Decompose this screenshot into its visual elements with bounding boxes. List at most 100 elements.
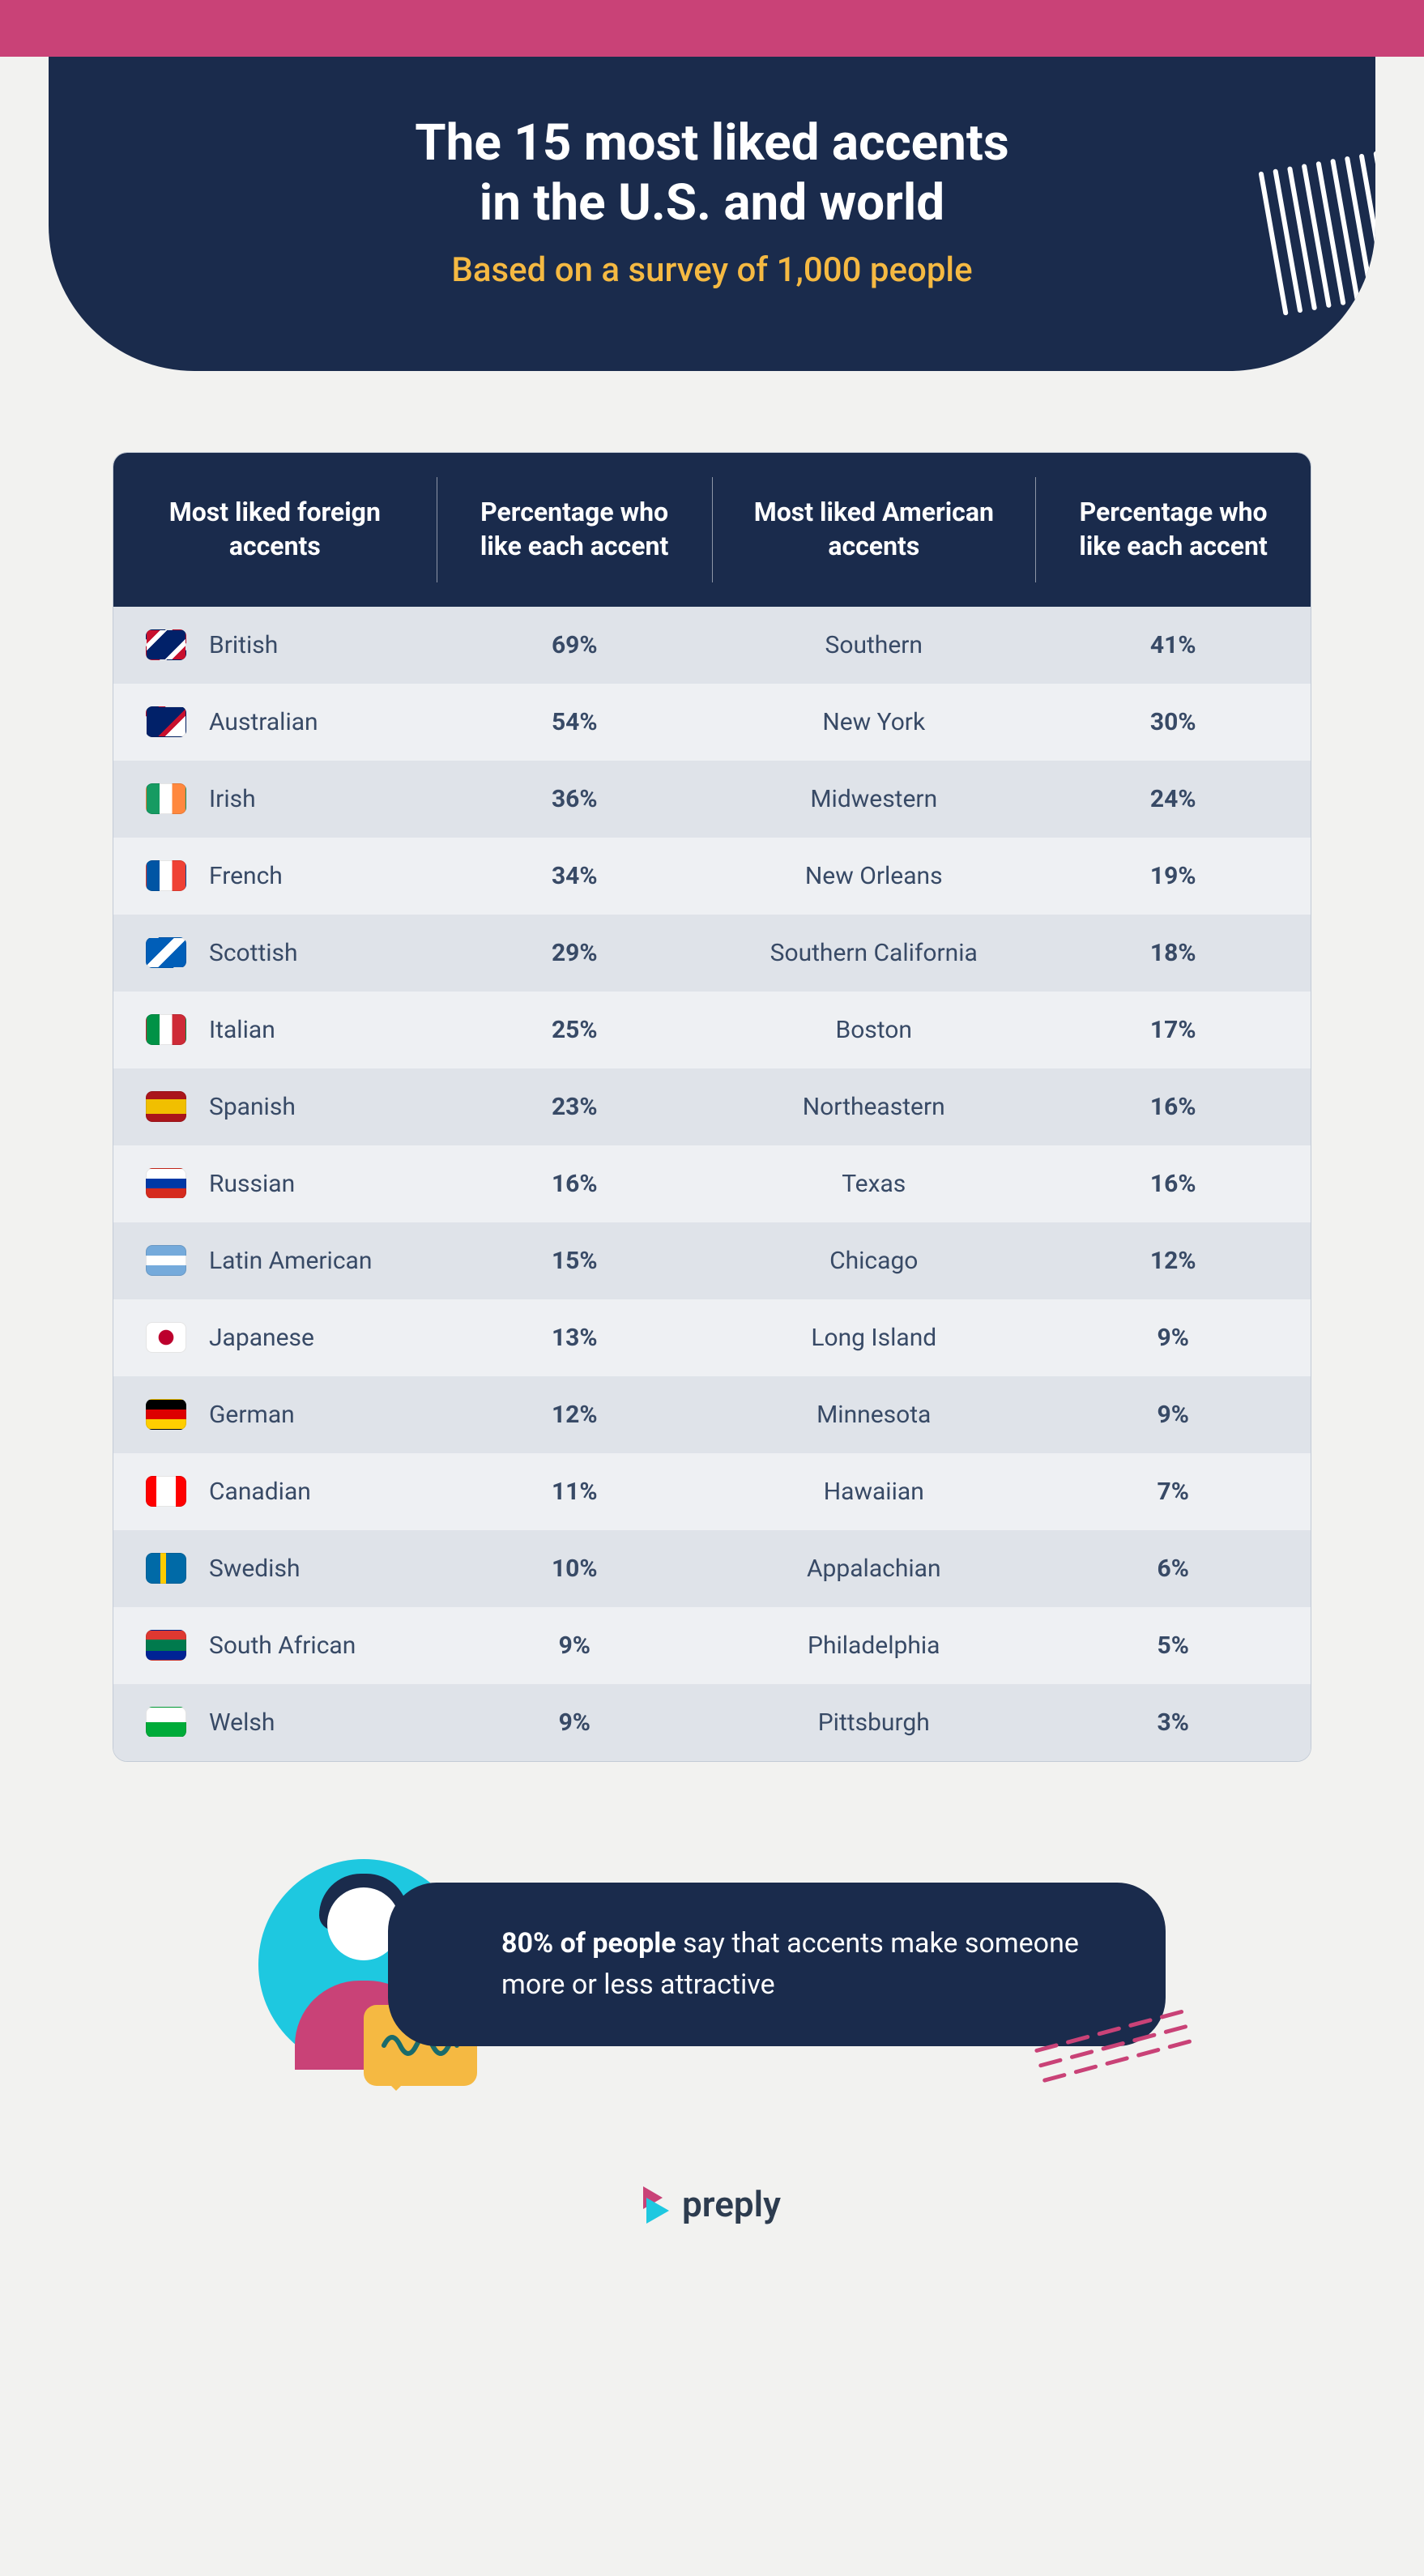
title-line-2: in the U.S. and world: [480, 173, 944, 232]
cell-foreign: Irish: [113, 783, 437, 814]
cell-american: Northeastern: [712, 1093, 1035, 1121]
cell-american: Texas: [712, 1170, 1035, 1198]
flag-icon: [146, 1091, 186, 1122]
cell-pct-foreign: 15%: [437, 1247, 713, 1275]
flag-icon: [146, 1322, 186, 1353]
flag-icon: [146, 783, 186, 814]
foreign-accent-label: Australian: [209, 708, 318, 736]
cell-pct-american: 16%: [1035, 1093, 1311, 1121]
foreign-accent-label: Scottish: [209, 939, 298, 967]
flag-icon: [146, 1014, 186, 1045]
cell-pct-american: 24%: [1035, 785, 1311, 813]
cell-pct-foreign: 23%: [437, 1093, 713, 1121]
col-header-american: Most liked American accents: [713, 496, 1036, 563]
cell-pct-american: 19%: [1035, 862, 1311, 890]
cell-american: Hawaiian: [712, 1478, 1035, 1506]
cell-foreign: Scottish: [113, 937, 437, 968]
foreign-accent-label: Russian: [209, 1170, 295, 1198]
cell-pct-foreign: 13%: [437, 1324, 713, 1352]
flag-icon: [146, 706, 186, 737]
cell-american: Long Island: [712, 1324, 1035, 1352]
cell-pct-american: 41%: [1035, 631, 1311, 659]
table-row: Italian25%Boston17%: [113, 992, 1311, 1068]
cell-foreign: Swedish: [113, 1553, 437, 1584]
decorative-dashes: [1034, 2007, 1200, 2083]
flag-icon: [146, 1707, 186, 1738]
flag-icon: [146, 1476, 186, 1507]
cell-pct-foreign: 10%: [437, 1555, 713, 1583]
logo-mark-icon: [643, 2186, 671, 2222]
callout-bold: 80% of people: [501, 1927, 676, 1960]
preply-logo: preply: [643, 2183, 781, 2225]
cell-pct-american: 3%: [1035, 1708, 1311, 1737]
foreign-accent-label: Irish: [209, 785, 256, 813]
callout-bubble: 80% of people say that accents make some…: [388, 1883, 1166, 2046]
table-row: German12%Minnesota9%: [113, 1376, 1311, 1453]
foreign-accent-label: Canadian: [209, 1478, 311, 1506]
logo-text: preply: [682, 2183, 781, 2225]
cell-pct-american: 6%: [1035, 1555, 1311, 1583]
flag-icon: [146, 1399, 186, 1430]
cell-pct-american: 16%: [1035, 1170, 1311, 1198]
flag-icon: [146, 860, 186, 891]
table-row: Japanese13%Long Island9%: [113, 1299, 1311, 1376]
cell-foreign: Australian: [113, 706, 437, 737]
foreign-accent-label: Spanish: [209, 1093, 296, 1121]
cell-pct-american: 5%: [1035, 1631, 1311, 1660]
cell-foreign: German: [113, 1399, 437, 1430]
table-row: Canadian11%Hawaiian7%: [113, 1453, 1311, 1530]
cell-foreign: Russian: [113, 1168, 437, 1199]
page-subtitle: Based on a survey of 1,000 people: [97, 250, 1327, 290]
cell-american: Philadelphia: [712, 1631, 1035, 1660]
table-row: South African9%Philadelphia5%: [113, 1607, 1311, 1684]
cell-american: Midwestern: [712, 785, 1035, 813]
accents-table: Most liked foreign accents Percentage wh…: [113, 452, 1311, 1762]
table-row: French34%New Orleans19%: [113, 838, 1311, 915]
foreign-accent-label: South African: [209, 1631, 356, 1660]
cell-foreign: Welsh: [113, 1707, 437, 1738]
cell-pct-foreign: 36%: [437, 785, 713, 813]
foreign-accent-label: Italian: [209, 1016, 275, 1044]
cell-pct-american: 9%: [1035, 1401, 1311, 1429]
foreign-accent-label: British: [209, 631, 278, 659]
foreign-accent-label: French: [209, 862, 283, 890]
cell-foreign: French: [113, 860, 437, 891]
cell-pct-foreign: 25%: [437, 1016, 713, 1044]
header-card: The 15 most liked accents in the U.S. an…: [49, 57, 1375, 371]
cell-foreign: Japanese: [113, 1322, 437, 1353]
cell-pct-foreign: 29%: [437, 939, 713, 967]
foreign-accent-label: Japanese: [209, 1324, 314, 1352]
cell-american: Southern: [712, 631, 1035, 659]
cell-american: New York: [712, 708, 1035, 736]
page-title: The 15 most liked accents in the U.S. an…: [97, 113, 1327, 234]
table-row: Spanish 23%Northeastern16%: [113, 1068, 1311, 1145]
cell-foreign: Spanish: [113, 1091, 437, 1122]
col-header-pct-foreign: Percentage who like each accent: [437, 496, 712, 563]
top-accent-bar: [0, 0, 1424, 57]
table-row: Russian16%Texas16%: [113, 1145, 1311, 1222]
table-row: Latin American15%Chicago12%: [113, 1222, 1311, 1299]
cell-american: Chicago: [712, 1247, 1035, 1275]
cell-pct-foreign: 54%: [437, 708, 713, 736]
table-row: Welsh9%Pittsburgh3%: [113, 1684, 1311, 1761]
cell-pct-american: 7%: [1035, 1478, 1311, 1506]
table-row: Scottish29%Southern California18%: [113, 915, 1311, 992]
table-header-row: Most liked foreign accents Percentage wh…: [113, 453, 1311, 607]
col-header-foreign: Most liked foreign accents: [113, 496, 437, 563]
decorative-stripes: [1259, 151, 1375, 315]
cell-pct-foreign: 12%: [437, 1401, 713, 1429]
flag-icon: [146, 1245, 186, 1276]
foreign-accent-label: Swedish: [209, 1555, 301, 1583]
cell-pct-american: 12%: [1035, 1247, 1311, 1275]
foreign-accent-label: Welsh: [209, 1708, 275, 1737]
cell-american: New Orleans: [712, 862, 1035, 890]
flag-icon: [146, 1630, 186, 1661]
cell-pct-american: 18%: [1035, 939, 1311, 967]
title-line-1: The 15 most liked accents: [415, 113, 1009, 173]
cell-american: Pittsburgh: [712, 1708, 1035, 1737]
header-section: The 15 most liked accents in the U.S. an…: [0, 57, 1424, 403]
cell-pct-american: 30%: [1035, 708, 1311, 736]
flag-icon: [146, 1168, 186, 1199]
cell-american: Boston: [712, 1016, 1035, 1044]
logo-section: preply: [0, 2151, 1424, 2322]
